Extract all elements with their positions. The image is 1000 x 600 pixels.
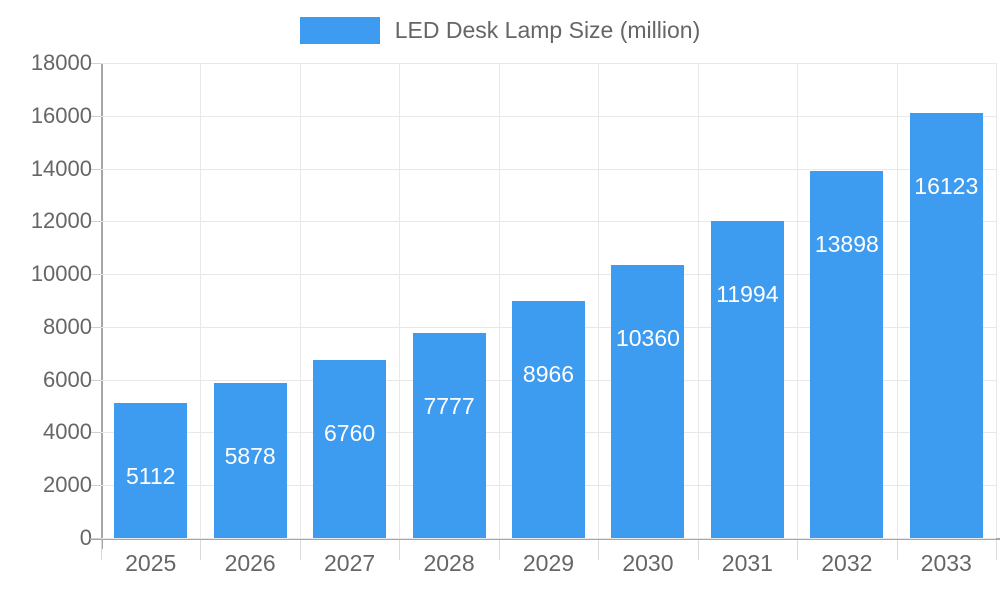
x-axis-tick-label: 2029 — [522, 550, 575, 576]
bar-value-label: 16123 — [914, 172, 979, 199]
gridline-vertical — [698, 63, 699, 538]
y-axis-tick-mark — [91, 485, 101, 487]
bar-value-label: 5878 — [224, 442, 276, 469]
bar[interactable] — [114, 403, 188, 538]
bar[interactable] — [313, 359, 387, 538]
gridline-vertical — [300, 63, 301, 538]
legend-label: LED Desk Lamp Size (million) — [394, 16, 701, 43]
chart-legend: LED Desk Lamp Size (million) — [0, 10, 1000, 50]
y-axis-tick-mark — [91, 538, 101, 539]
x-axis-tick-mark — [996, 540, 997, 560]
bar[interactable] — [611, 264, 685, 538]
x-axis-tick-label: 2028 — [423, 550, 475, 576]
bar-value-label: 6760 — [324, 419, 376, 446]
x-axis-tick-mark — [598, 540, 599, 560]
x-axis-tick-label: 2032 — [821, 550, 873, 576]
y-axis-tick-label: 18000 — [30, 50, 92, 75]
gridline-vertical — [996, 63, 997, 538]
y-axis-tick-mark — [91, 63, 101, 64]
plot-area: 5112 5878 6760 7777 8966 10360 11994 13898 16123 — [90, 63, 1000, 560]
gridline-horizontal — [101, 115, 996, 117]
y-axis-tick-label: 10000 — [30, 261, 92, 287]
x-axis-tick-mark — [499, 540, 500, 560]
y-axis-tick-label: 16000 — [30, 102, 92, 128]
x-axis-tick-label: 2027 — [324, 550, 376, 576]
y-axis-tick-mark — [91, 115, 101, 117]
gridline-vertical — [598, 63, 599, 538]
gridline-vertical — [499, 63, 500, 538]
y-axis-tick-mark — [91, 379, 101, 381]
bar-value-label: 13898 — [814, 231, 879, 258]
bar[interactable] — [909, 112, 983, 538]
x-axis-tick-mark — [101, 540, 102, 560]
gridline-vertical — [399, 63, 400, 538]
x-axis-tick-label: 2025 — [125, 550, 177, 576]
bar[interactable] — [213, 382, 287, 538]
y-axis-tick-labels: 0 2000 4000 6000 8000 10000 12000 14000 16000 180… — [0, 52, 92, 549]
gridline-vertical — [200, 63, 201, 538]
gridline-horizontal — [101, 63, 996, 64]
x-axis-tick-mark — [399, 540, 400, 560]
y-axis-tick-label: 4000 — [43, 419, 92, 445]
bar-value-label: 8966 — [522, 361, 575, 388]
y-axis-line — [101, 63, 103, 549]
y-axis-tick-label: 12000 — [30, 208, 92, 234]
gridline-horizontal — [101, 538, 996, 539]
bar-value-label: 5112 — [125, 463, 176, 490]
gridline-horizontal — [101, 168, 996, 170]
gridline-horizontal — [101, 274, 996, 276]
bar-value-label: 10360 — [615, 324, 680, 351]
y-axis-tick-label: 8000 — [43, 313, 92, 339]
y-axis-tick-mark — [91, 432, 101, 434]
x-axis-tick-label: 2026 — [224, 550, 276, 576]
y-axis-tick-label: 2000 — [43, 472, 92, 498]
x-axis-tick-mark — [300, 540, 301, 560]
x-axis-tick-label: 2030 — [622, 550, 674, 576]
y-axis-tick-label: 0 — [79, 525, 92, 550]
x-axis-tick-mark — [698, 540, 699, 560]
y-axis-tick-label: 14000 — [30, 155, 92, 181]
gridline-vertical — [797, 63, 798, 538]
y-axis-tick-mark — [91, 168, 101, 170]
bar-value-label: 7777 — [423, 392, 475, 419]
bar[interactable] — [710, 221, 784, 538]
y-axis-tick-label: 6000 — [43, 366, 92, 392]
gridline-vertical — [897, 63, 898, 538]
y-axis-tick-mark — [91, 274, 101, 276]
legend-color-swatch-icon — [299, 16, 380, 44]
y-axis-tick-mark — [91, 326, 101, 328]
x-axis-line — [90, 538, 1000, 540]
y-axis-tick-mark — [91, 221, 101, 223]
legend-item-led-desk-lamp-size[interactable]: LED Desk Lamp Size (million) — [299, 16, 701, 44]
x-axis-tick-mark — [797, 540, 798, 560]
x-axis-tick-mark — [200, 540, 201, 560]
gridline-horizontal — [101, 221, 996, 223]
bar[interactable] — [412, 332, 486, 538]
x-axis-tick-label: 2031 — [721, 550, 773, 576]
bar[interactable] — [512, 301, 585, 538]
x-axis-tick-label: 2033 — [920, 550, 972, 576]
x-axis-tick-mark — [897, 540, 898, 560]
bar-value-label: 11994 — [716, 281, 779, 308]
bar[interactable] — [810, 171, 884, 538]
